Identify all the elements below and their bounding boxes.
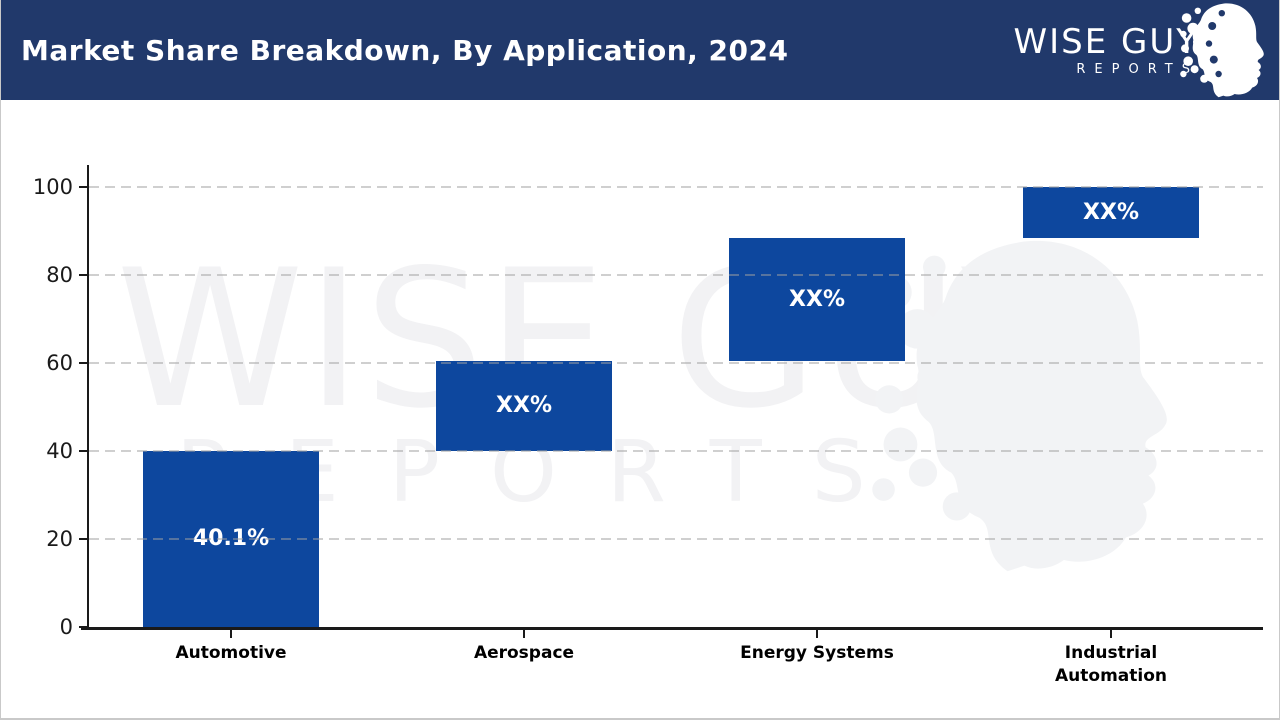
y-tick-label: 60: [46, 351, 73, 375]
x-axis-label: Industrial Automation: [1055, 643, 1167, 686]
plot-area: 0 20 40 60 80 100 40.1% Automotive XX% Aerospace X…: [1, 100, 1280, 718]
x-tick: [816, 630, 818, 638]
y-tick-label: 20: [46, 527, 73, 551]
chart-canvas: WISE GUY REPORTS 0 20 40 60 80 100 40.1% Automo…: [1, 100, 1279, 718]
y-tick: [79, 274, 87, 276]
y-axis-spine: [87, 165, 89, 627]
bar-value-label: XX%: [496, 393, 552, 419]
bar: XX%: [436, 361, 612, 451]
y-tick-label: 0: [59, 615, 73, 639]
logo-head-icon: [1180, 3, 1264, 98]
x-axis-label: Energy Systems: [740, 643, 894, 663]
y-tick: [79, 362, 87, 364]
y-tick: [79, 450, 87, 452]
gridline: [89, 274, 1263, 276]
gridline: [89, 538, 1263, 540]
gridline: [89, 362, 1263, 364]
chart-title: Market Share Breakdown, By Application, …: [21, 33, 789, 67]
x-axis-label: Automotive: [175, 643, 287, 663]
bar: XX%: [729, 238, 905, 362]
bar-value-label: XX%: [789, 287, 845, 313]
x-axis-spine: [81, 627, 1263, 630]
y-tick: [79, 538, 87, 540]
bar-value-label: XX%: [1083, 200, 1139, 226]
header-bar: Market Share Breakdown, By Application, …: [1, 0, 1279, 100]
y-tick: [79, 186, 87, 188]
y-tick-label: 100: [32, 175, 73, 199]
bar: XX%: [1023, 187, 1199, 239]
x-tick: [1110, 630, 1112, 638]
x-tick: [523, 630, 525, 638]
y-tick: [79, 626, 87, 628]
logo-wordmark: WISE GUY: [1013, 21, 1199, 62]
y-tick-label: 40: [46, 439, 73, 463]
x-tick: [230, 630, 232, 638]
logo-subtext: REPORTS: [1076, 61, 1199, 77]
logo-text: WISE GUY REPORTS: [1013, 25, 1199, 76]
wiseguy-logo: WISE GUY REPORTS: [1013, 2, 1269, 98]
x-axis-label: Aerospace: [473, 643, 575, 663]
gridline: [89, 450, 1263, 452]
gridline: [89, 186, 1263, 188]
y-tick-label: 80: [46, 263, 73, 287]
